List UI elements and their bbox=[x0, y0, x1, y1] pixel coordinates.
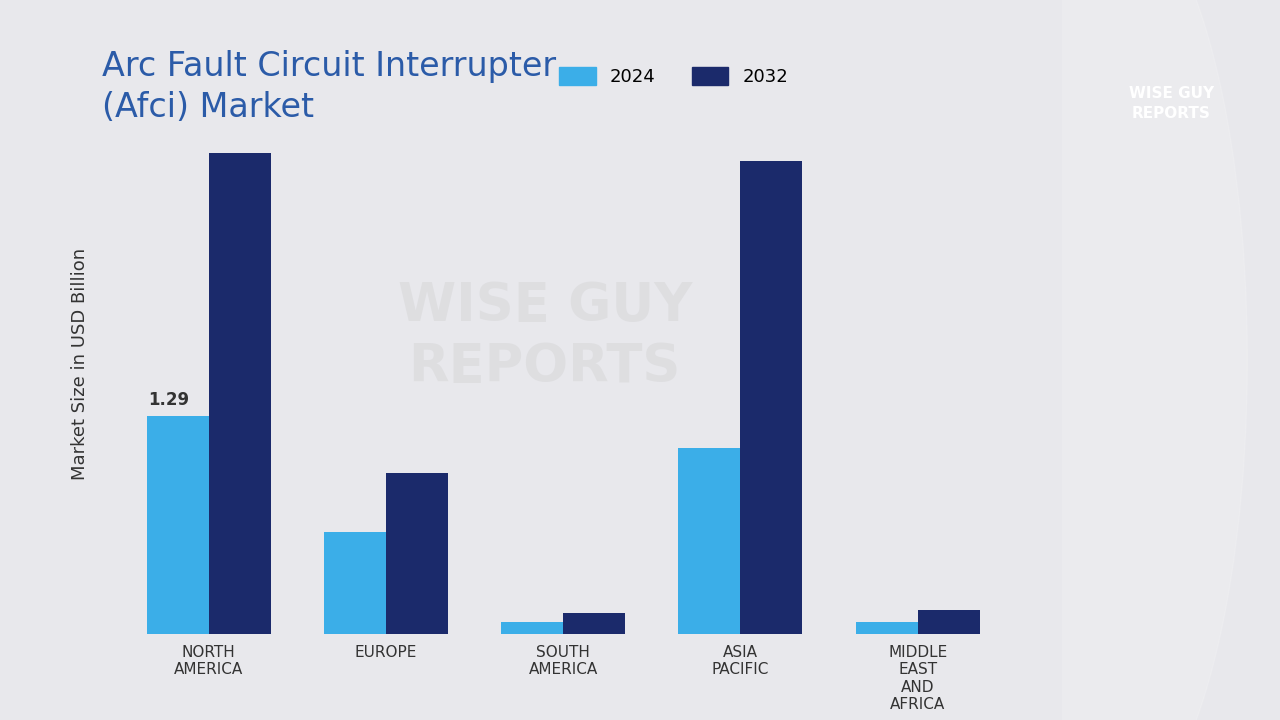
Text: WISE GUY
REPORTS: WISE GUY REPORTS bbox=[398, 281, 692, 392]
Text: Arc Fault Circuit Interrupter
(Afci) Market: Arc Fault Circuit Interrupter (Afci) Mar… bbox=[102, 50, 557, 124]
Bar bbox=[324, 532, 387, 634]
Bar bbox=[563, 613, 625, 634]
Y-axis label: Market Size in USD Billion: Market Size in USD Billion bbox=[70, 248, 88, 480]
Legend: 2024, 2032: 2024, 2032 bbox=[552, 60, 795, 93]
Text: WISE GUY
REPORTS: WISE GUY REPORTS bbox=[1129, 86, 1213, 121]
Bar bbox=[387, 473, 448, 634]
Bar bbox=[855, 622, 918, 634]
Bar bbox=[678, 448, 740, 634]
Bar bbox=[502, 622, 563, 634]
Bar bbox=[209, 153, 271, 634]
Bar bbox=[147, 416, 209, 634]
Text: 1.29: 1.29 bbox=[148, 391, 189, 409]
Bar bbox=[918, 610, 979, 634]
Bar bbox=[740, 161, 803, 634]
Circle shape bbox=[964, 0, 1247, 720]
